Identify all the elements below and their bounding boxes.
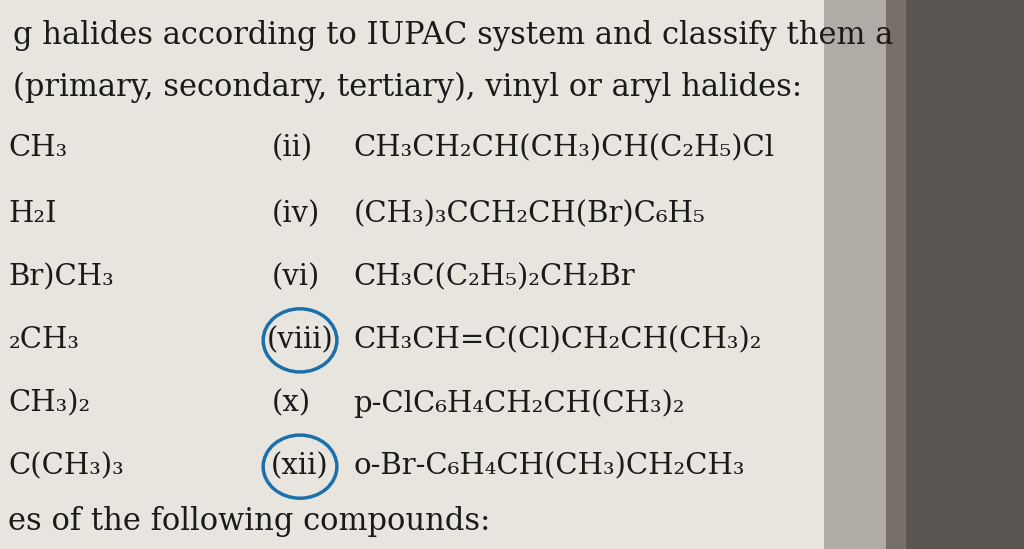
Text: g halides according to IUPAC system and classify them a: g halides according to IUPAC system and … xyxy=(13,20,894,51)
Text: CH₃)₂: CH₃)₂ xyxy=(8,389,90,418)
Text: CH₃CH=C(Cl)CH₂CH(CH₃)₂: CH₃CH=C(Cl)CH₂CH(CH₃)₂ xyxy=(353,326,762,355)
Text: es of the following compounds:: es of the following compounds: xyxy=(8,506,490,537)
Text: (vi): (vi) xyxy=(271,263,319,292)
Text: p-ClC₆H₄CH₂CH(CH₃)₂: p-ClC₆H₄CH₂CH(CH₃)₂ xyxy=(353,389,685,418)
Text: CH₃: CH₃ xyxy=(8,134,68,163)
Text: H₂I: H₂I xyxy=(8,200,56,228)
Text: (x): (x) xyxy=(271,389,310,418)
Text: (ii): (ii) xyxy=(271,134,312,163)
Text: CH₃CH₂CH(CH₃)CH(C₂H₅)Cl: CH₃CH₂CH(CH₃)CH(C₂H₅)Cl xyxy=(353,134,774,163)
Text: Br)CH₃: Br)CH₃ xyxy=(8,263,114,292)
Text: (iv): (iv) xyxy=(271,200,319,228)
Text: (xii): (xii) xyxy=(271,452,329,481)
Text: (primary, secondary, tertiary), vinyl or aryl halides:: (primary, secondary, tertiary), vinyl or… xyxy=(13,72,803,103)
Text: C(CH₃)₃: C(CH₃)₃ xyxy=(8,452,124,481)
FancyBboxPatch shape xyxy=(886,0,906,549)
FancyBboxPatch shape xyxy=(0,0,886,549)
Text: (viii): (viii) xyxy=(266,326,334,355)
FancyBboxPatch shape xyxy=(824,0,886,549)
Text: o-Br-C₆H₄CH(CH₃)CH₂CH₃: o-Br-C₆H₄CH(CH₃)CH₂CH₃ xyxy=(353,452,744,481)
Text: ₂CH₃: ₂CH₃ xyxy=(8,326,79,355)
FancyBboxPatch shape xyxy=(906,0,1024,549)
Text: (CH₃)₃CCH₂CH(Br)C₆H₅: (CH₃)₃CCH₂CH(Br)C₆H₅ xyxy=(353,200,706,228)
Text: CH₃C(C₂H₅)₂CH₂Br: CH₃C(C₂H₅)₂CH₂Br xyxy=(353,263,635,292)
